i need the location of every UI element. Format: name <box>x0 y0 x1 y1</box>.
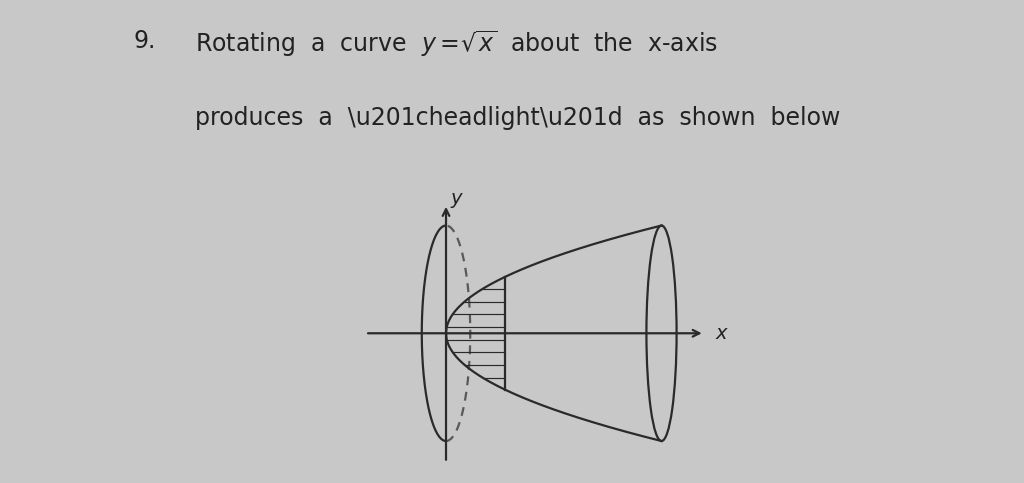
Text: 9.: 9. <box>133 29 156 53</box>
Text: Rotating  a  curve  $y=\!\sqrt{x}$  about  the  x-axis: Rotating a curve $y=\!\sqrt{x}$ about th… <box>195 29 718 59</box>
Text: x: x <box>716 324 727 343</box>
Text: y: y <box>451 189 462 208</box>
Text: produces  a  \u201cheadlight\u201d  as  shown  below: produces a \u201cheadlight\u201d as show… <box>195 106 840 130</box>
